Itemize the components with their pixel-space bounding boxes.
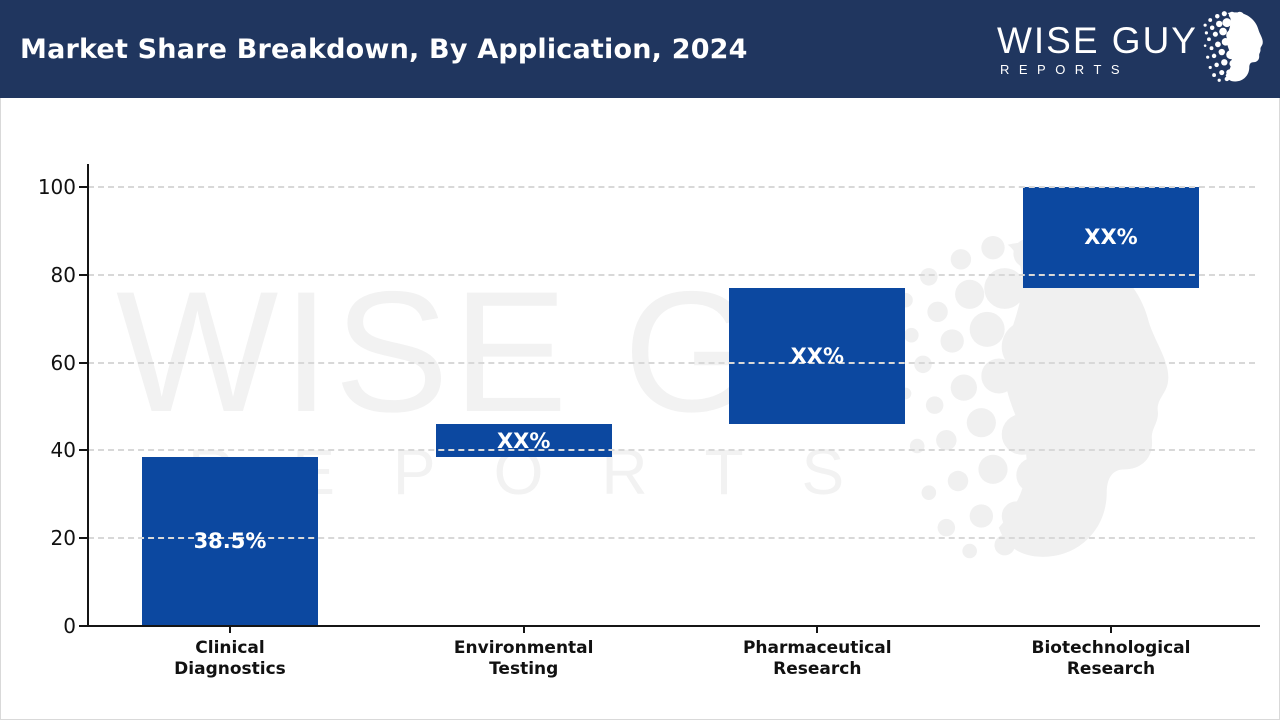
x-category-label-line: Testing bbox=[489, 659, 559, 679]
bar-value-label: 38.5% bbox=[193, 529, 267, 554]
gridline bbox=[88, 186, 1255, 188]
x-category-label-line: Diagnostics bbox=[174, 659, 286, 679]
x-tick bbox=[1110, 627, 1112, 633]
bar-segment bbox=[435, 424, 612, 457]
x-category-label-line: Clinical bbox=[195, 638, 265, 658]
x-tick bbox=[229, 627, 231, 633]
x-category-label-line: Research bbox=[1066, 659, 1156, 679]
x-category-label: Environmental Testing bbox=[384, 638, 664, 680]
y-tick-label: 80 bbox=[50, 262, 76, 287]
y-tick-label: 40 bbox=[50, 438, 76, 463]
gridline bbox=[88, 449, 1255, 452]
bar-value-label: XX% bbox=[496, 428, 551, 453]
wiseguy-logo: WISE GUY REPORTS bbox=[997, 10, 1264, 88]
y-tick bbox=[79, 449, 88, 452]
wiseguy-face-icon bbox=[1203, 10, 1263, 82]
x-tick bbox=[816, 627, 819, 633]
x-category-label: Biotechnological Research bbox=[971, 638, 1251, 680]
logo-text: WISE GUY REPORTS bbox=[997, 22, 1198, 77]
logo-subtext: REPORTS bbox=[999, 61, 1130, 77]
bar-value-label: XX% bbox=[1084, 225, 1138, 250]
x-category-label-line: Environmental bbox=[453, 638, 594, 658]
y-axis-line bbox=[86, 164, 89, 627]
x-category-label: Clinical Diagnostics bbox=[90, 638, 370, 680]
y-tick bbox=[79, 273, 88, 276]
y-tick-label: 60 bbox=[50, 350, 76, 375]
gridline bbox=[88, 361, 1255, 364]
x-category-label-line: Research bbox=[773, 659, 862, 679]
y-tick-label: 100 bbox=[37, 175, 76, 199]
x-category-label-line: Pharmaceutical bbox=[742, 638, 892, 658]
bar-segment bbox=[729, 287, 906, 425]
x-category-label: Pharmaceutical Research bbox=[677, 638, 957, 680]
bar-value-label: XX% bbox=[790, 344, 845, 368]
bar-segment bbox=[142, 456, 318, 626]
y-tick-label: 0 bbox=[63, 614, 76, 638]
gridline bbox=[88, 273, 1255, 276]
chart-title: Market Share Breakdown, By Application, … bbox=[20, 33, 748, 65]
y-tick-label: 20 bbox=[50, 526, 76, 551]
y-tick bbox=[79, 625, 88, 627]
x-axis-line bbox=[84, 624, 1260, 627]
y-tick bbox=[79, 186, 88, 188]
x-tick bbox=[522, 627, 525, 633]
gridline bbox=[88, 537, 1255, 540]
x-category-label-line: Biotechnological bbox=[1031, 638, 1191, 658]
y-tick bbox=[79, 537, 88, 540]
logo-wordmark: WISE GUY bbox=[996, 19, 1198, 61]
header-bar: Market Share Breakdown, By Application, … bbox=[0, 0, 1280, 98]
y-tick bbox=[79, 361, 88, 364]
